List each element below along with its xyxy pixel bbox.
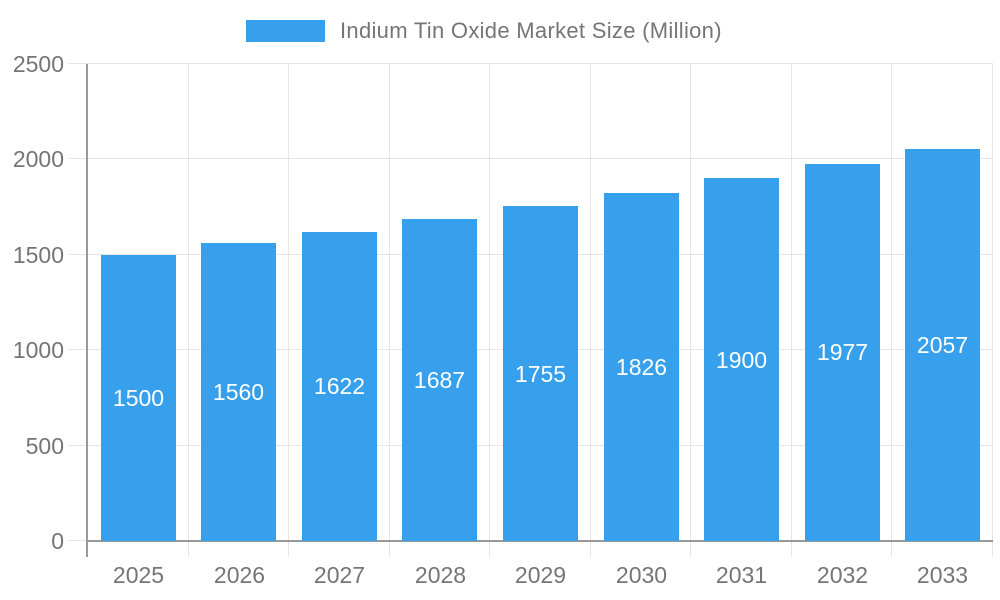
x-tick — [891, 541, 892, 557]
x-tick — [489, 541, 490, 557]
bar-value-label: 2057 — [916, 332, 969, 358]
v-gridline — [891, 64, 892, 541]
y-tick — [68, 540, 88, 541]
bar-value-label: 1560 — [212, 379, 265, 405]
bar — [402, 219, 477, 541]
y-axis-label: 1000 — [12, 337, 64, 363]
h-gridline — [88, 63, 993, 64]
v-gridline — [389, 64, 390, 541]
bar-value-label: 1900 — [715, 347, 768, 373]
bar — [604, 193, 679, 541]
x-tick — [188, 541, 189, 557]
h-gridline — [88, 158, 993, 159]
y-tick — [68, 445, 88, 446]
y-tick — [68, 254, 88, 255]
bar-value-label: 1977 — [816, 339, 869, 365]
bar-value-label: 1826 — [615, 354, 668, 380]
bar-value-label: 1622 — [313, 373, 366, 399]
bar-value-label: 1687 — [413, 367, 466, 393]
x-tick — [288, 541, 289, 557]
y-axis-line — [86, 64, 88, 557]
x-tick — [690, 541, 691, 557]
y-axis-label: 2000 — [12, 146, 64, 172]
legend-swatch — [246, 20, 325, 42]
x-tick — [791, 541, 792, 557]
x-axis-label: 2027 — [313, 562, 366, 588]
y-axis-label: 500 — [25, 433, 64, 459]
bar — [201, 243, 276, 541]
bar — [905, 149, 980, 541]
x-axis-label: 2032 — [816, 562, 869, 588]
v-gridline — [288, 64, 289, 541]
x-axis-label: 2030 — [615, 562, 668, 588]
x-tick — [590, 541, 591, 557]
bar — [805, 164, 880, 541]
y-axis-label: 2500 — [12, 51, 64, 77]
v-gridline — [590, 64, 591, 541]
bar-value-label: 1755 — [514, 361, 567, 387]
bar — [302, 232, 377, 541]
v-gridline — [489, 64, 490, 541]
y-tick — [68, 349, 88, 350]
x-tick — [992, 541, 993, 557]
v-gridline — [791, 64, 792, 541]
y-tick — [68, 158, 88, 159]
bar-value-label: 1500 — [112, 385, 165, 411]
bar — [101, 255, 176, 541]
v-gridline — [690, 64, 691, 541]
x-axis-label: 2033 — [916, 562, 969, 588]
v-gridline — [992, 64, 993, 541]
x-axis-label: 2026 — [213, 562, 266, 588]
legend: Indium Tin Oxide Market Size (Million) — [0, 0, 1000, 50]
bar — [704, 178, 779, 541]
x-axis-label: 2025 — [112, 562, 165, 588]
legend-label: Indium Tin Oxide Market Size (Million) — [340, 18, 722, 43]
x-axis-label: 2029 — [514, 562, 567, 588]
y-tick — [68, 63, 88, 64]
y-axis-label: 0 — [51, 528, 64, 554]
x-axis-label: 2031 — [715, 562, 768, 588]
v-gridline — [188, 64, 189, 541]
x-axis-label: 2028 — [414, 562, 467, 588]
bar — [503, 206, 578, 541]
x-tick — [389, 541, 390, 557]
y-axis-label: 1500 — [12, 242, 64, 268]
x-axis-line — [86, 540, 993, 542]
